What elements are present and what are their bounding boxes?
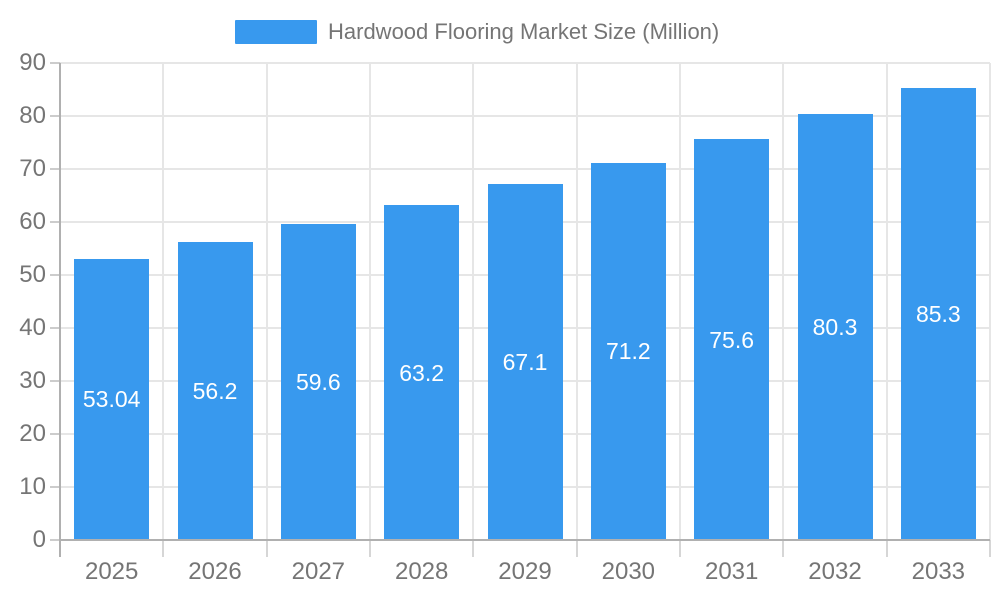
gridline-vertical [369,63,371,540]
x-axis-tick-label: 2030 [601,558,656,585]
gridline-vertical [989,63,991,540]
bar[interactable]: 75.6 [694,139,770,540]
bar-value-label: 59.6 [295,369,341,396]
y-axis-tick-label: 70 [19,155,46,182]
x-axis-tick-label: 2027 [291,558,346,585]
x-axis-tick [575,540,578,557]
x-axis-tick-label: 2033 [911,558,966,585]
y-axis-tick-label: 30 [19,367,46,394]
x-axis-tick-label: 2029 [498,558,552,585]
x-axis-tick [162,540,165,557]
x-axis-tick [782,540,785,557]
gridline-vertical [679,63,681,540]
y-axis-tick-label: 60 [19,208,46,235]
y-axis-tick [50,168,60,170]
y-axis-tick [50,380,60,382]
bar[interactable]: 71.2 [590,162,666,540]
y-axis-line [59,63,61,557]
y-axis-tick-label: 20 [19,420,46,447]
y-axis-tick-label: 0 [32,526,46,553]
y-axis-tick [50,327,60,329]
x-axis-tick-label: 2032 [808,558,862,585]
y-axis-tick-label: 10 [19,473,46,500]
bar[interactable]: 59.6 [280,224,356,540]
bar[interactable]: 80.3 [797,114,873,540]
bar-value-label: 71.2 [605,338,651,365]
gridline-vertical [162,63,165,540]
x-axis-tick [679,540,681,557]
x-axis-tick [885,540,888,557]
x-axis-tick [265,540,268,557]
x-axis-tick [472,540,475,557]
gridline-vertical [265,63,268,540]
bar[interactable]: 85.3 [900,87,976,540]
bar[interactable]: 63.2 [384,205,460,540]
y-axis-tick [50,539,60,541]
plot-area: 0 10 20 30 40 50 60 70 80 90 53.04 2025 56.2 2026 59.6… [19,49,991,585]
bar[interactable]: 56.2 [177,242,253,540]
bar[interactable]: 67.1 [487,184,563,540]
bar-value-label: 67.1 [502,349,548,376]
y-axis-tick [50,62,60,64]
gridline-vertical [782,63,785,540]
legend-swatch [235,20,317,44]
y-axis-tick-label: 90 [19,49,46,76]
y-axis-tick [50,115,60,117]
x-axis-line [60,539,990,541]
y-axis-tick [50,274,60,276]
y-axis-tick [50,221,60,223]
bar-value-label: 63.2 [399,359,445,386]
x-axis-tick [989,540,991,557]
x-axis-tick-label: 2025 [84,558,139,585]
bar-value-label: 53.04 [82,386,141,413]
bar-value-label: 75.6 [709,326,755,353]
bar[interactable]: 53.04 [74,258,150,540]
bar-value-label: 56.2 [192,378,238,405]
bar-value-label: 80.3 [812,314,858,341]
y-axis-tick [50,486,60,488]
bar-value-label: 85.3 [915,300,961,327]
y-axis-tick-label: 50 [19,261,46,288]
gridline-vertical [575,63,578,540]
gridline-horizontal [60,62,990,64]
x-axis-tick-label: 2026 [188,558,242,585]
x-axis-tick-label: 2028 [394,558,449,585]
legend-label: Hardwood Flooring Market Size (Million) [328,19,720,44]
y-axis-tick-label: 40 [19,314,46,341]
x-axis-tick-label: 2031 [704,558,759,585]
y-axis-tick-label: 80 [19,102,46,129]
x-axis-tick [369,540,371,557]
y-axis-tick [50,433,60,435]
gridline-vertical [885,63,888,540]
gridline-vertical [472,63,475,540]
legend-item[interactable]: Hardwood Flooring Market Size (Million) [235,20,719,44]
